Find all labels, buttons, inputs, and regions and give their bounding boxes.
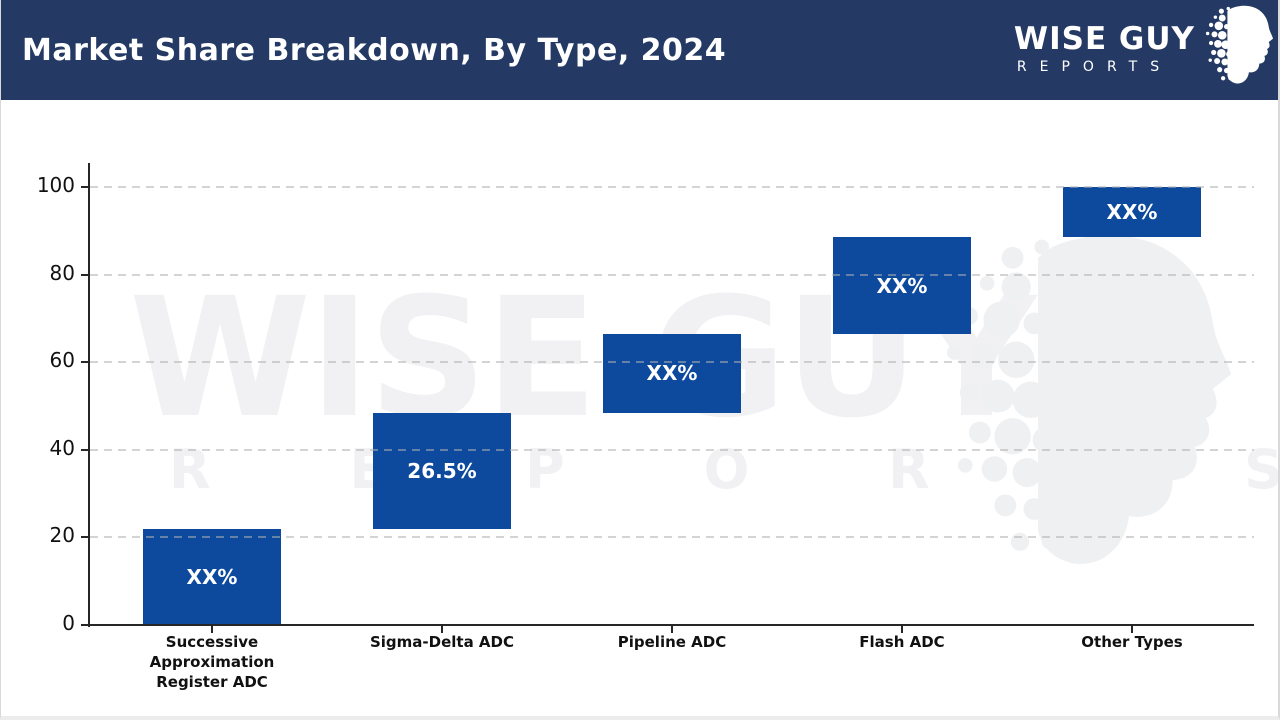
gridline-40 xyxy=(90,448,1254,451)
y-tick-mark xyxy=(81,361,88,364)
gridline-100 xyxy=(90,186,1254,188)
y-tick-label: 100 xyxy=(36,173,75,197)
x-category-label: Pipeline ADC xyxy=(617,633,727,651)
bar-value-label: XX% xyxy=(1106,200,1158,225)
x-tick-mark xyxy=(211,626,213,633)
y-tick-mark xyxy=(81,624,88,626)
x-category-label: Sigma-Delta ADC xyxy=(369,633,514,651)
bar-segment: XX% xyxy=(1063,187,1201,238)
x-category-label: Successive Approximation Register ADC xyxy=(149,633,275,691)
bar-segment: XX% xyxy=(143,528,281,625)
bar-value-label: XX% xyxy=(876,273,928,298)
bar-segment: XX% xyxy=(833,237,971,334)
logo-wordmark: WISE GUY xyxy=(1013,21,1195,58)
bar-segment: XX% xyxy=(603,333,741,413)
gridline-80 xyxy=(90,273,1254,276)
y-tick-label: 40 xyxy=(49,435,75,460)
bar-value-label: XX% xyxy=(186,564,238,589)
y-tick-mark xyxy=(81,448,88,451)
x-tick-mark xyxy=(441,626,443,633)
bar-segment: 26.5% xyxy=(373,412,511,529)
bar-value-label: XX% xyxy=(646,361,698,386)
gridline-20 xyxy=(90,536,1254,539)
gridline-60 xyxy=(90,361,1254,364)
logo-text: WISE GUY REPORTS xyxy=(1014,23,1195,75)
plot-area: 0 20 40 60 80 100 XX% Successive Approximation … xyxy=(1,100,1278,716)
header: Market Share Breakdown, By Type, 2024 WI… xyxy=(1,0,1278,100)
y-tick-label: 20 xyxy=(49,523,75,548)
x-category-label: Flash ADC xyxy=(859,633,945,651)
x-tick-mark xyxy=(671,626,673,633)
x-tick-mark xyxy=(1131,626,1133,633)
y-tick-label: 60 xyxy=(49,348,75,373)
y-tick-mark xyxy=(81,536,88,539)
x-tick-mark xyxy=(901,626,903,633)
chart: WISE GUY R E P O R T S 0 20 40 60 80 100 XX% Su… xyxy=(1,100,1278,716)
y-tick-mark xyxy=(81,186,88,188)
x-axis xyxy=(88,624,1254,626)
x-category-label: Other Types xyxy=(1081,633,1183,651)
wiseguy-face-icon xyxy=(1187,4,1273,94)
y-axis xyxy=(88,163,90,627)
brand-logo: WISE GUY REPORTS xyxy=(1014,4,1273,94)
page-title: Market Share Breakdown, By Type, 2024 xyxy=(22,32,727,68)
bar-value-label: 26.5% xyxy=(407,458,477,483)
logo-subtext: REPORTS xyxy=(1016,58,1173,75)
y-tick-mark xyxy=(81,273,88,276)
y-tick-label: 80 xyxy=(49,260,75,285)
y-tick-label: 0 xyxy=(62,611,75,635)
